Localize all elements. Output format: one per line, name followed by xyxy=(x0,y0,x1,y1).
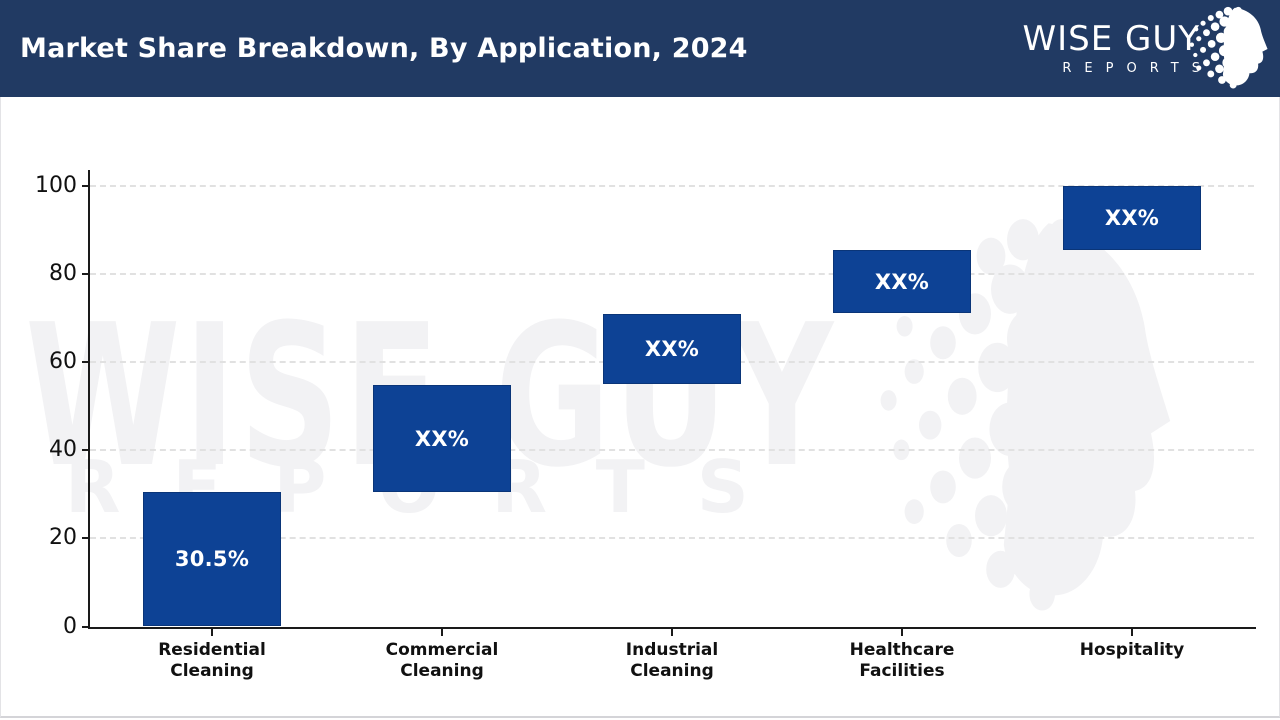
bar-value-label: XX% xyxy=(644,336,700,361)
gridline-20 xyxy=(90,537,1254,540)
logo-text: WISE GUY REPORTS xyxy=(1022,22,1200,75)
y-tick-label-80: 80 xyxy=(49,261,77,287)
dot-face-icon xyxy=(1189,6,1268,89)
bar-value-label: 30.5% xyxy=(174,547,250,572)
gridline-80 xyxy=(90,273,1254,276)
page-title: Market Share Breakdown, By Application, … xyxy=(20,33,748,64)
bar-value-label: XX% xyxy=(414,426,470,451)
x-tick-mark-4 xyxy=(1131,626,1133,636)
y-tick-label-100: 100 xyxy=(35,173,77,198)
y-tick-label-60: 60 xyxy=(49,349,77,375)
bar-commercial-cleaning: XX% xyxy=(373,385,511,493)
y-tick-label-0: 0 xyxy=(63,613,77,639)
category-label-1: Commercial Cleaning xyxy=(385,639,499,682)
category-label-4: Hospitality xyxy=(1079,639,1185,660)
x-tick-mark-2 xyxy=(671,626,673,636)
gridline-40 xyxy=(90,449,1254,452)
y-tick-mark-100 xyxy=(82,185,90,187)
y-tick-mark-80 xyxy=(82,273,90,276)
bar-industrial-cleaning: XX% xyxy=(603,313,741,385)
category-label-0: Residential Cleaning xyxy=(158,639,266,682)
y-tick-mark-20 xyxy=(82,537,90,540)
y-tick-mark-60 xyxy=(82,361,90,364)
bar-value-label: XX% xyxy=(1104,206,1160,231)
gridline-100 xyxy=(90,185,1254,187)
header-band: Market Share Breakdown, By Application, … xyxy=(0,0,1280,97)
logo-subtitle: REPORTS xyxy=(1062,61,1213,76)
x-tick-mark-0 xyxy=(211,626,213,636)
y-tick-mark-40 xyxy=(82,449,90,452)
y-tick-mark-0 xyxy=(82,625,90,628)
x-tick-mark-1 xyxy=(441,626,443,636)
y-axis-line xyxy=(88,170,90,629)
y-tick-label-40: 40 xyxy=(49,437,77,463)
bar-hospitality: XX% xyxy=(1063,186,1201,251)
bar-healthcare-facilities: XX% xyxy=(833,250,971,313)
x-tick-mark-3 xyxy=(901,626,903,636)
chart-area: WISE GUY REPORTS 02040608010030.5%Reside… xyxy=(0,97,1280,718)
y-tick-label-20: 20 xyxy=(49,525,77,551)
logo-wordmark: WISE GUY xyxy=(1022,19,1200,59)
category-label-3: Healthcare Facilities xyxy=(849,639,955,682)
wise-guy-reports-logo: WISE GUY REPORTS xyxy=(1022,6,1280,92)
category-label-2: Industrial Cleaning xyxy=(625,639,719,682)
bar-value-label: XX% xyxy=(874,269,930,294)
bar-residential-cleaning: 30.5% xyxy=(143,492,281,627)
